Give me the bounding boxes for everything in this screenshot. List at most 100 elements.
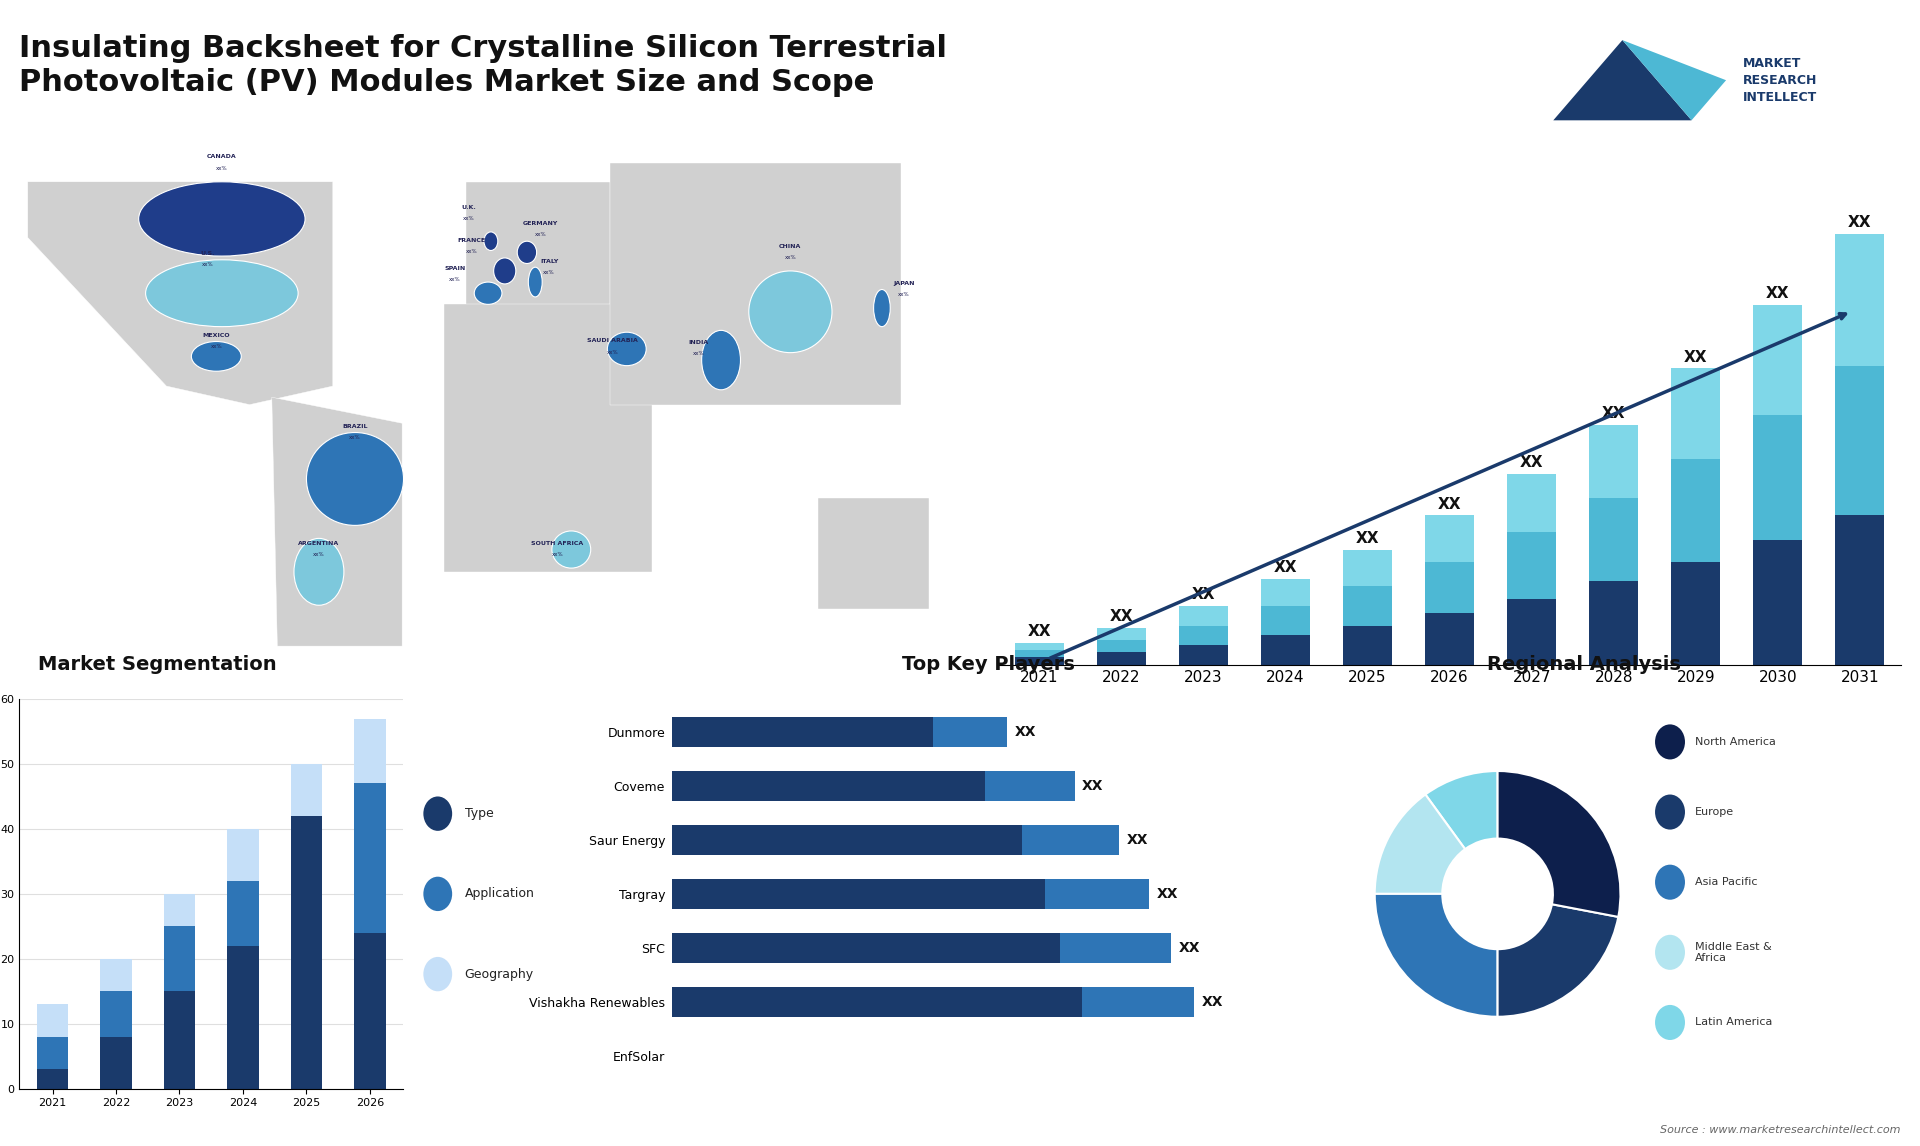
Bar (1753, 305, 1803, 415)
Text: Asia Pacific: Asia Pacific (1695, 877, 1757, 887)
Polygon shape (818, 497, 929, 609)
Polygon shape (444, 305, 651, 572)
Bar (353, 933, 386, 1089)
Bar (1590, 581, 1638, 665)
Bar (227, 945, 259, 1089)
Text: ITALY: ITALY (540, 259, 559, 264)
Ellipse shape (422, 796, 453, 831)
Text: XX: XX (1110, 610, 1133, 625)
Text: CHINA: CHINA (780, 244, 801, 249)
Wedge shape (1498, 904, 1619, 1017)
Bar (672, 716, 933, 746)
Bar (1261, 635, 1309, 665)
Text: xx%: xx% (202, 262, 213, 267)
Bar (1021, 825, 1119, 855)
Bar (1096, 652, 1146, 665)
Bar (1425, 613, 1475, 665)
Bar (1016, 643, 1064, 650)
Bar (100, 991, 132, 1037)
Bar (1753, 540, 1803, 665)
Polygon shape (1622, 40, 1726, 120)
Bar (1083, 987, 1194, 1017)
Text: SAUDI ARABIA: SAUDI ARABIA (588, 338, 637, 344)
Ellipse shape (146, 260, 298, 327)
Bar (36, 1004, 69, 1037)
Polygon shape (1553, 40, 1692, 120)
Bar (1670, 460, 1720, 562)
Text: Insulating Backsheet for Crystalline Silicon Terrestrial
Photovoltaic (PV) Modul: Insulating Backsheet for Crystalline Sil… (19, 34, 947, 97)
Text: xx%: xx% (543, 269, 555, 275)
Text: XX: XX (1684, 350, 1707, 364)
Text: Application: Application (465, 887, 534, 901)
Wedge shape (1375, 794, 1465, 894)
Text: XX: XX (1202, 995, 1223, 1008)
Bar (672, 771, 985, 801)
Ellipse shape (1655, 794, 1686, 830)
Text: xx%: xx% (536, 233, 547, 237)
Bar (227, 881, 259, 945)
Text: xx%: xx% (349, 435, 361, 440)
Bar (985, 771, 1075, 801)
Bar (1670, 369, 1720, 460)
Text: MARKET
RESEARCH
INTELLECT: MARKET RESEARCH INTELLECT (1743, 57, 1818, 104)
Text: North America: North America (1695, 737, 1776, 747)
Text: XX: XX (1766, 286, 1789, 301)
Bar (1179, 606, 1229, 626)
Text: XX: XX (1273, 560, 1298, 575)
Text: xx%: xx% (551, 552, 563, 557)
Bar (163, 926, 196, 991)
Ellipse shape (493, 258, 516, 284)
Text: xx%: xx% (217, 166, 228, 171)
Text: xx%: xx% (899, 292, 910, 297)
Bar (1590, 425, 1638, 499)
Polygon shape (467, 182, 611, 312)
Text: ARGENTINA: ARGENTINA (298, 541, 340, 545)
Bar (290, 764, 323, 816)
Text: XX: XX (1027, 623, 1050, 639)
Bar (1836, 366, 1884, 516)
Bar (36, 1069, 69, 1089)
Text: Latin America: Latin America (1695, 1018, 1772, 1028)
Text: U.K.: U.K. (461, 205, 476, 210)
Ellipse shape (138, 182, 305, 256)
Bar (1261, 579, 1309, 606)
Bar (1425, 516, 1475, 562)
Text: XX: XX (1849, 215, 1872, 230)
Bar (1507, 598, 1557, 665)
Bar (36, 1037, 69, 1069)
Text: XX: XX (1127, 833, 1148, 847)
Text: xx%: xx% (449, 277, 461, 282)
Ellipse shape (307, 432, 403, 525)
Text: Source : www.marketresearchintellect.com: Source : www.marketresearchintellect.com (1661, 1124, 1901, 1135)
Bar (1060, 933, 1171, 963)
Bar (353, 784, 386, 933)
Ellipse shape (874, 290, 891, 327)
Text: SPAIN: SPAIN (444, 266, 465, 270)
Ellipse shape (516, 241, 538, 264)
Polygon shape (611, 163, 900, 405)
Bar (1342, 587, 1392, 626)
Text: xx%: xx% (211, 344, 223, 348)
Text: XX: XX (1601, 406, 1626, 421)
Text: MEXICO: MEXICO (202, 332, 230, 338)
Bar (1016, 650, 1064, 658)
Ellipse shape (607, 332, 647, 366)
Text: XX: XX (1179, 941, 1200, 955)
Bar (1179, 626, 1229, 645)
Text: Market Segmentation: Market Segmentation (38, 656, 276, 674)
Text: FRANCE: FRANCE (457, 238, 486, 243)
Text: SOUTH AFRICA: SOUTH AFRICA (532, 541, 584, 545)
Text: U.S.: U.S. (202, 251, 215, 256)
Bar (672, 825, 1021, 855)
Bar (672, 879, 1044, 909)
Bar (1670, 562, 1720, 665)
Bar (1096, 641, 1146, 652)
Text: XX: XX (1156, 887, 1179, 901)
Polygon shape (273, 398, 401, 646)
Bar (1096, 628, 1146, 641)
Ellipse shape (1655, 935, 1686, 970)
Text: JAPAN: JAPAN (893, 281, 914, 285)
Text: Europe: Europe (1695, 807, 1734, 817)
Bar (1507, 533, 1557, 598)
Ellipse shape (422, 957, 453, 991)
